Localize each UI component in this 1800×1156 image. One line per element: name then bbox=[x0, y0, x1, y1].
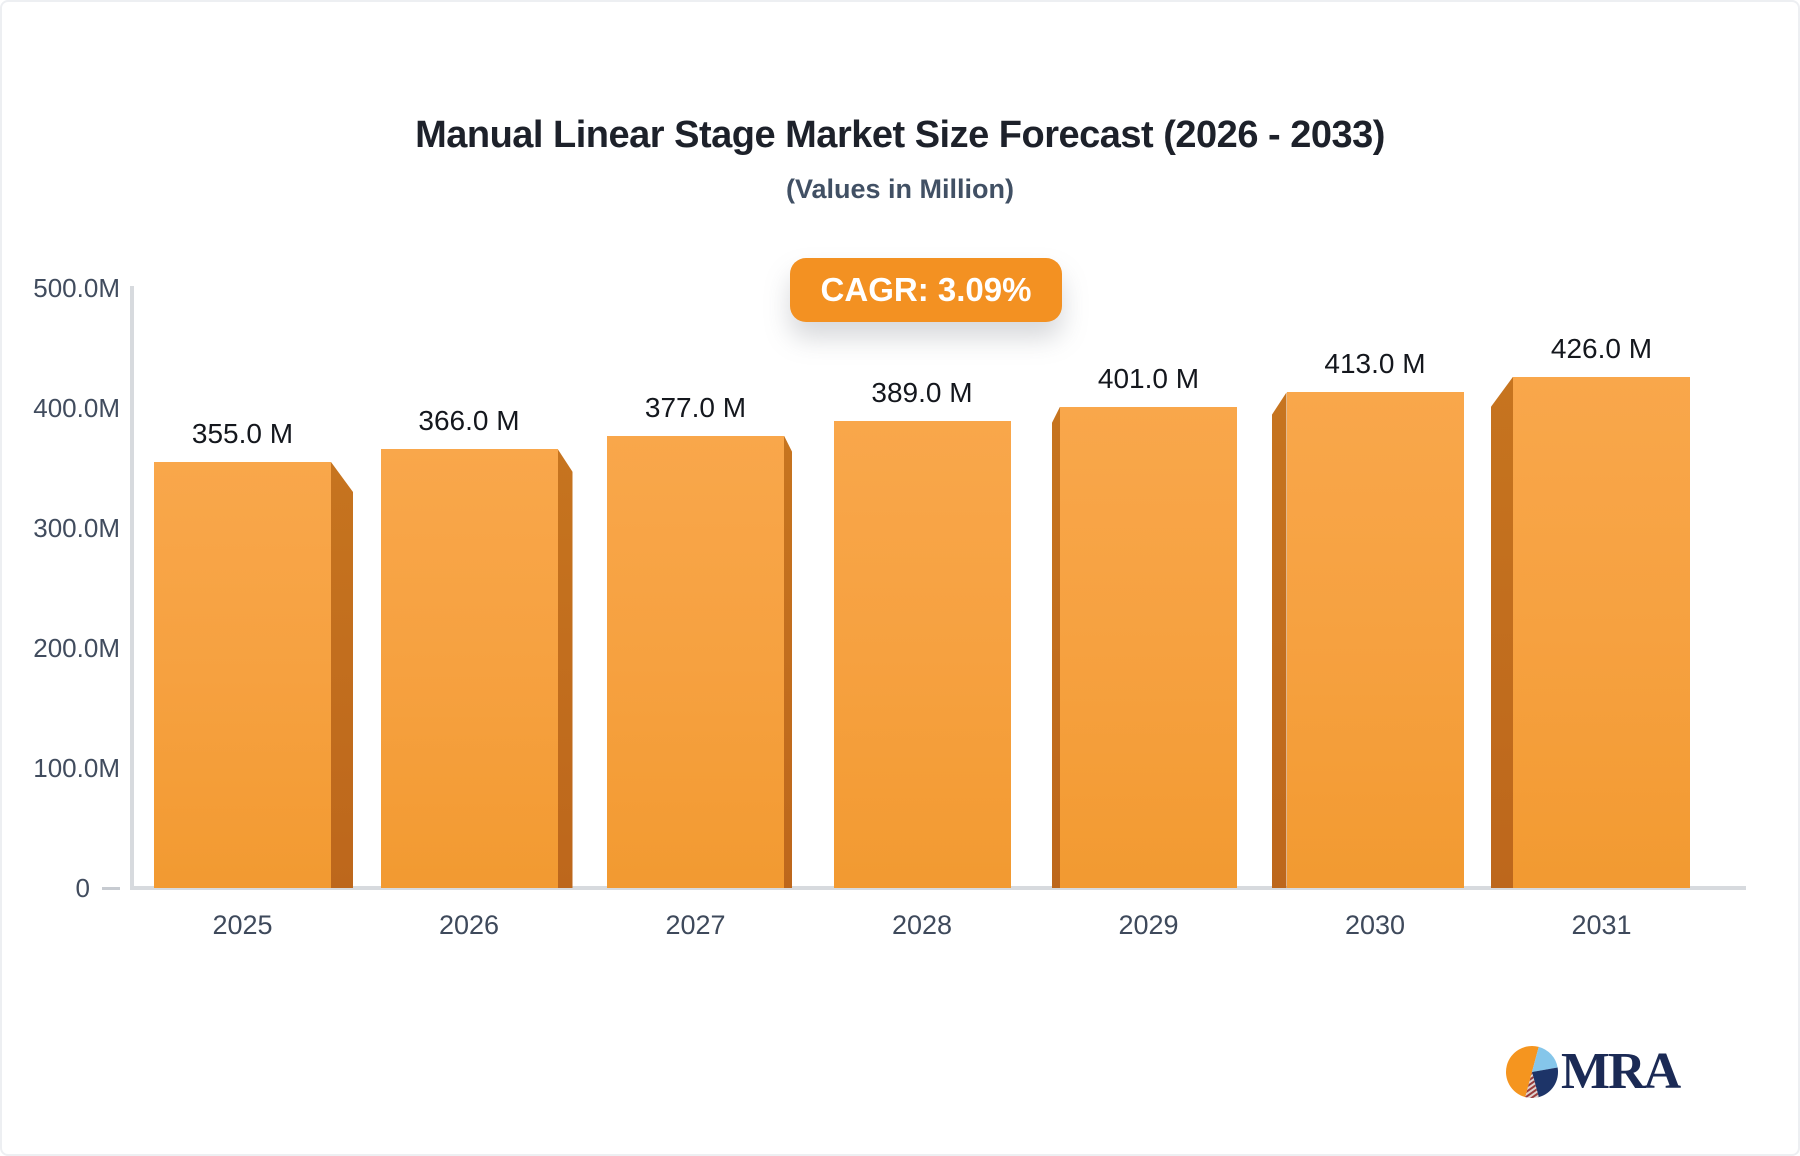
y-axis-tick-text: 0 bbox=[75, 872, 90, 903]
bar-value-label: 355.0 M bbox=[191, 418, 294, 449]
y-axis-tick-label: 400.0M bbox=[2, 393, 120, 423]
x-axis-tick-label: 2027 bbox=[665, 910, 726, 940]
logo-text: MRA bbox=[1561, 1043, 1681, 1100]
company-logo: MRA bbox=[1505, 1043, 1681, 1100]
y-axis-line bbox=[130, 286, 134, 890]
y-axis-tick-text: 300.0M bbox=[33, 512, 120, 543]
bar-2026 bbox=[380, 448, 558, 888]
bar-2031 bbox=[1513, 376, 1690, 888]
y-axis-tick-text: 100.0M bbox=[33, 752, 120, 783]
bar-3d-side bbox=[1491, 376, 1513, 888]
bar-3d-side bbox=[557, 448, 573, 888]
x-axis-tick-label: 2026 bbox=[438, 910, 500, 940]
logo-pie-slice-hatched bbox=[1525, 1072, 1539, 1099]
bar-3d-side bbox=[331, 462, 353, 888]
bar-value-label: 426.0 M bbox=[1550, 332, 1653, 364]
x-axis-tick-label: 2025 bbox=[212, 910, 273, 940]
bar-2030 bbox=[1286, 392, 1464, 888]
logo-pie-slice-orange bbox=[1505, 1045, 1539, 1098]
bar-2029 bbox=[1060, 406, 1237, 888]
bar-value-label: 377.0 M bbox=[644, 391, 747, 423]
bar-2028 bbox=[833, 421, 1011, 888]
y-axis-tick-label: 0 bbox=[2, 873, 120, 903]
bar-2025 bbox=[154, 462, 331, 888]
y-axis-tick-text: 500.0M bbox=[33, 272, 120, 303]
bar-2027 bbox=[607, 435, 784, 888]
cagr-badge: CAGR: 3.09% bbox=[790, 258, 1062, 322]
y-axis-tick-text: 400.0M bbox=[33, 392, 120, 423]
x-axis-tick-label: 2031 bbox=[1571, 910, 1632, 940]
y-axis-tick-label: 100.0M bbox=[2, 753, 120, 783]
x-axis-line bbox=[130, 886, 1746, 890]
logo-pie-slice-navy bbox=[1532, 1067, 1559, 1098]
y-axis-tick-label: 200.0M bbox=[2, 633, 120, 663]
bar-3d-side bbox=[1271, 392, 1287, 888]
bar-3d-side bbox=[1052, 406, 1060, 888]
x-axis-tick-label: 2028 bbox=[891, 910, 953, 940]
zero-tick-mark bbox=[102, 886, 120, 890]
bar-value-label: 366.0 M bbox=[418, 404, 520, 436]
y-axis-tick-label: 500.0M bbox=[2, 273, 120, 303]
logo-pie-slice-blue bbox=[1532, 1046, 1558, 1072]
chart-subtitle: (Values in Million) bbox=[785, 174, 1015, 204]
y-axis-tick-label: 300.0M bbox=[2, 513, 120, 543]
x-axis-tick-label: 2029 bbox=[1118, 910, 1179, 940]
bar-value-label: 389.0 M bbox=[871, 377, 973, 409]
chart-title: Manual Linear Stage Market Size Forecast… bbox=[415, 114, 1385, 156]
bar-3d-side bbox=[784, 435, 792, 888]
bar-value-label: 401.0 M bbox=[1097, 362, 1200, 394]
y-axis-tick-text: 200.0M bbox=[33, 632, 120, 663]
x-axis-tick-label: 2030 bbox=[1344, 910, 1406, 940]
logo-pie-icon bbox=[1505, 1045, 1559, 1099]
bar-value-label: 413.0 M bbox=[1324, 348, 1426, 380]
